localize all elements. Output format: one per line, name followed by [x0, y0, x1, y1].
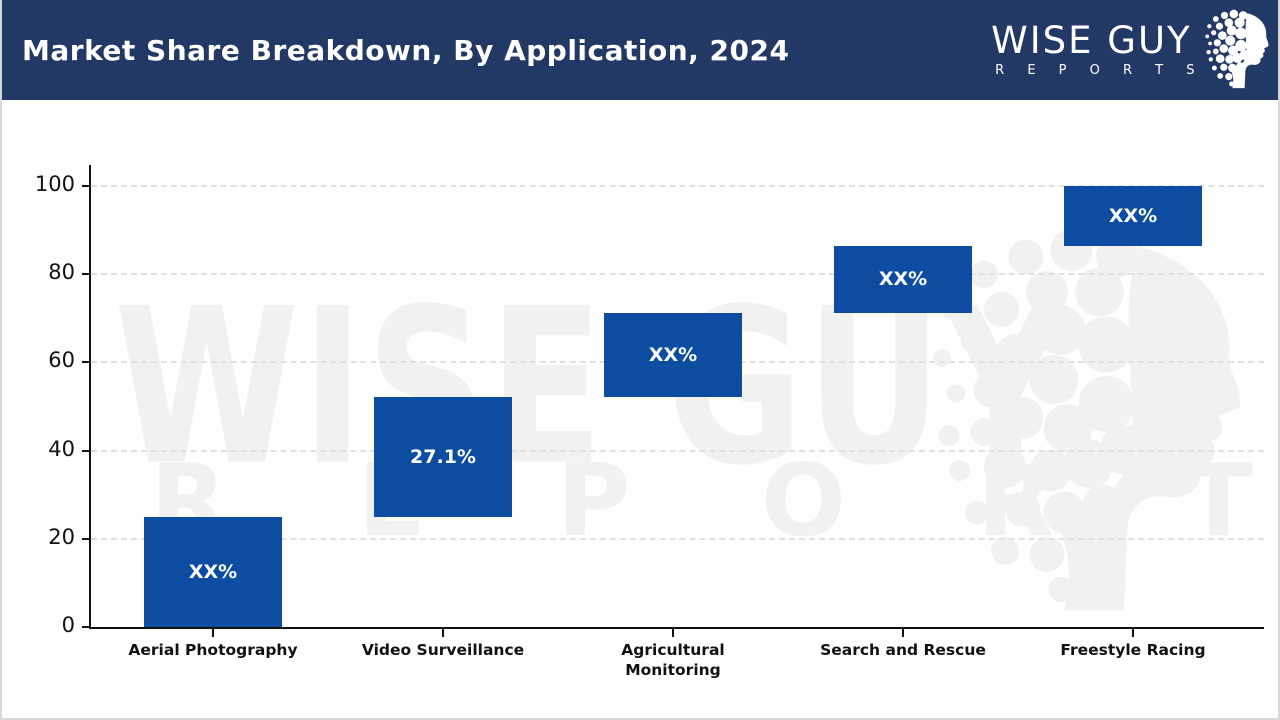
- bar-segment: XX%: [604, 312, 742, 398]
- bar-value-label: XX%: [1108, 204, 1158, 227]
- x-tick-mark: [672, 629, 674, 637]
- bar-value-label: XX%: [188, 560, 238, 583]
- x-category-label: Video Surveillance: [361, 641, 525, 659]
- bar-segment: XX%: [144, 516, 282, 627]
- y-tick-label: 100: [34, 172, 75, 196]
- y-tick-label: 0: [61, 613, 75, 637]
- y-tick-label: 20: [48, 524, 75, 549]
- y-tick-mark: [82, 537, 91, 540]
- dotted-head-icon: [1205, 9, 1269, 89]
- y-axis-line: [89, 165, 91, 629]
- header-bar: Market Share Breakdown, By Application, …: [2, 0, 1278, 100]
- y-tick-mark: [82, 273, 91, 276]
- bar-segment: 27.1%: [374, 397, 512, 517]
- y-tick-mark: [82, 449, 91, 452]
- bar-value-label: XX%: [648, 343, 698, 366]
- y-tick-label: 40: [48, 436, 75, 461]
- x-axis-line: [89, 627, 1264, 629]
- bar-segment: XX%: [834, 245, 972, 313]
- brand-logo: WISE GUY R E P O R T S: [991, 9, 1272, 91]
- bar-value-label: XX%: [878, 268, 928, 291]
- x-category-label: Aerial Photography: [128, 641, 298, 659]
- y-tick-mark: [82, 361, 91, 364]
- x-tick-mark: [212, 629, 214, 637]
- x-category-label: Search and Rescue: [820, 641, 986, 659]
- brand-logo-text: WISE GUY R E P O R T S: [991, 22, 1204, 78]
- y-tick-label: 60: [48, 348, 75, 373]
- y-gridline: [91, 273, 1264, 276]
- y-tick-mark: [82, 185, 91, 187]
- x-tick-mark: [1132, 629, 1134, 637]
- y-gridline: [91, 449, 1264, 452]
- brand-name: WISE GUY: [991, 19, 1192, 62]
- bar-value-label: 27.1%: [410, 445, 476, 468]
- y-gridline: [91, 185, 1264, 187]
- bar-segment: XX%: [1064, 186, 1202, 246]
- x-tick-mark: [902, 629, 904, 637]
- x-category-label: Freestyle Racing: [1060, 641, 1206, 659]
- brand-subtitle: R E P O R T S: [995, 63, 1204, 78]
- x-category-label: Agricultural Monitoring: [621, 641, 725, 680]
- page-title: Market Share Breakdown, By Application, …: [22, 33, 790, 67]
- y-tick-label: 80: [48, 260, 75, 285]
- y-gridline: [91, 537, 1264, 540]
- y-tick-mark: [82, 626, 91, 628]
- x-tick-mark: [442, 629, 444, 637]
